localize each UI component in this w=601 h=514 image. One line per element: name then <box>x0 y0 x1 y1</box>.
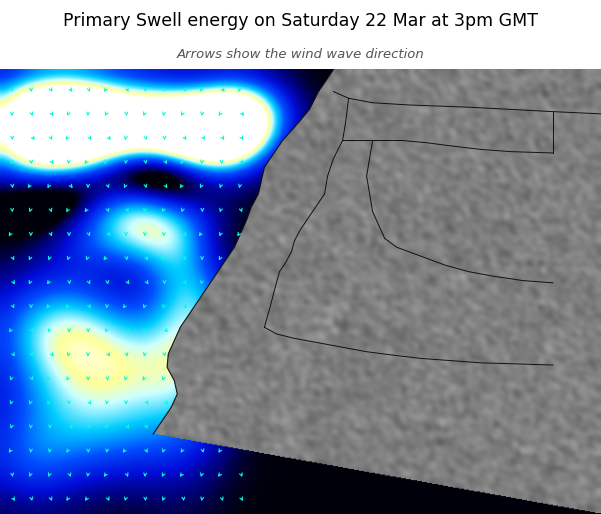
Text: Arrows show the wind wave direction: Arrows show the wind wave direction <box>177 48 424 61</box>
Text: Primary Swell energy on Saturday 22 Mar at 3pm GMT: Primary Swell energy on Saturday 22 Mar … <box>63 12 538 30</box>
